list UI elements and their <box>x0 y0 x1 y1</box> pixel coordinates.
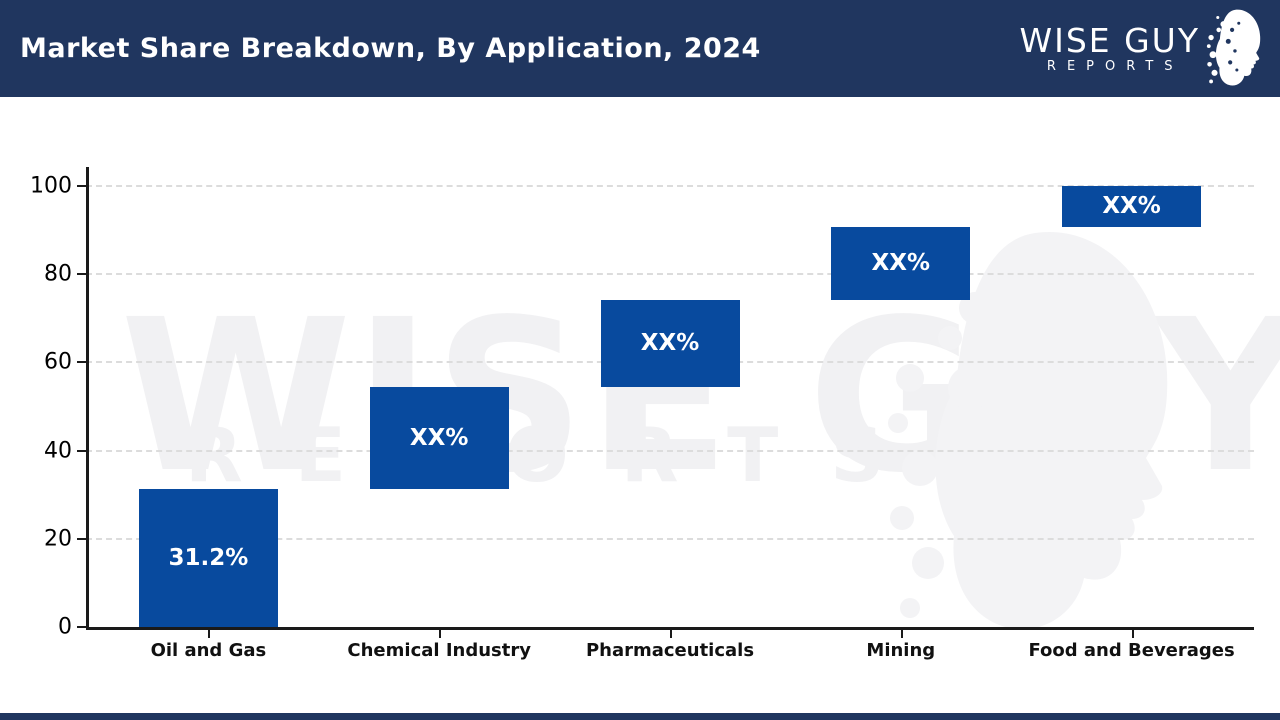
y-tick-mark-20 <box>77 537 86 540</box>
y-tick-mark-80 <box>77 273 86 276</box>
x-tick-mark-4 <box>1131 629 1134 638</box>
x-tick-mark-3 <box>900 629 903 638</box>
y-tick-label-20: 20 <box>44 526 72 552</box>
y-tick-label-60: 60 <box>44 349 72 375</box>
bar-value-label: 31.2% <box>168 545 249 572</box>
gridline-100 <box>86 185 1254 187</box>
y-tick-mark-0 <box>77 626 86 628</box>
x-category-label-4: Food and Beverages <box>1028 640 1235 661</box>
x-tick-mark-2 <box>670 629 672 638</box>
x-tick-mark-0 <box>208 629 211 638</box>
bar-value-label: XX% <box>871 250 931 277</box>
y-tick-mark-40 <box>77 449 86 452</box>
bar-value-label: XX% <box>640 330 700 357</box>
x-axis-line <box>86 627 1254 630</box>
gridline-20 <box>86 537 1254 540</box>
bar-value-label: XX% <box>1102 193 1161 220</box>
header-bar: Market Share Breakdown, By Application, … <box>0 0 1280 97</box>
watermark-reports-text: REPORTS <box>185 411 937 499</box>
page-title: Market Share Breakdown, By Application, … <box>20 33 761 64</box>
y-tick-label-100: 100 <box>30 173 72 199</box>
gridline-80 <box>86 273 1254 276</box>
x-tick-mark-1 <box>439 629 442 638</box>
logo-reports-text: REPORTS <box>1046 59 1184 75</box>
logo-wiseguy-text: WISE GUY <box>1019 20 1200 60</box>
x-category-label-2: Pharmaceuticals <box>585 640 755 661</box>
wiseguy-logo: WISE GUY REPORTS <box>1019 8 1264 90</box>
bar-food-and-beverages: XX% <box>1062 186 1202 227</box>
gridline-40 <box>86 449 1254 452</box>
bar-value-label: XX% <box>409 425 469 452</box>
wiseguy-face-icon <box>1206 9 1261 86</box>
y-tick-mark-100 <box>77 185 86 187</box>
y-tick-mark-60 <box>77 361 86 364</box>
y-tick-label-40: 40 <box>44 438 72 464</box>
x-category-label-1: Chemical Industry <box>347 640 531 661</box>
y-tick-label-80: 80 <box>44 261 72 287</box>
y-axis-line <box>86 167 89 629</box>
bar-oil-and-gas: 31.2% <box>138 489 278 627</box>
bar-pharmaceuticals: XX% <box>600 299 740 387</box>
y-tick-label-0: 0 <box>58 614 72 640</box>
footer-bar <box>0 713 1280 720</box>
logo-text: WISE GUY REPORTS <box>1019 20 1200 75</box>
x-category-label-3: Mining <box>866 640 936 661</box>
bar-chemical-industry: XX% <box>369 386 509 490</box>
x-category-label-0: Oil and Gas <box>150 640 267 661</box>
bar-mining: XX% <box>831 226 971 300</box>
